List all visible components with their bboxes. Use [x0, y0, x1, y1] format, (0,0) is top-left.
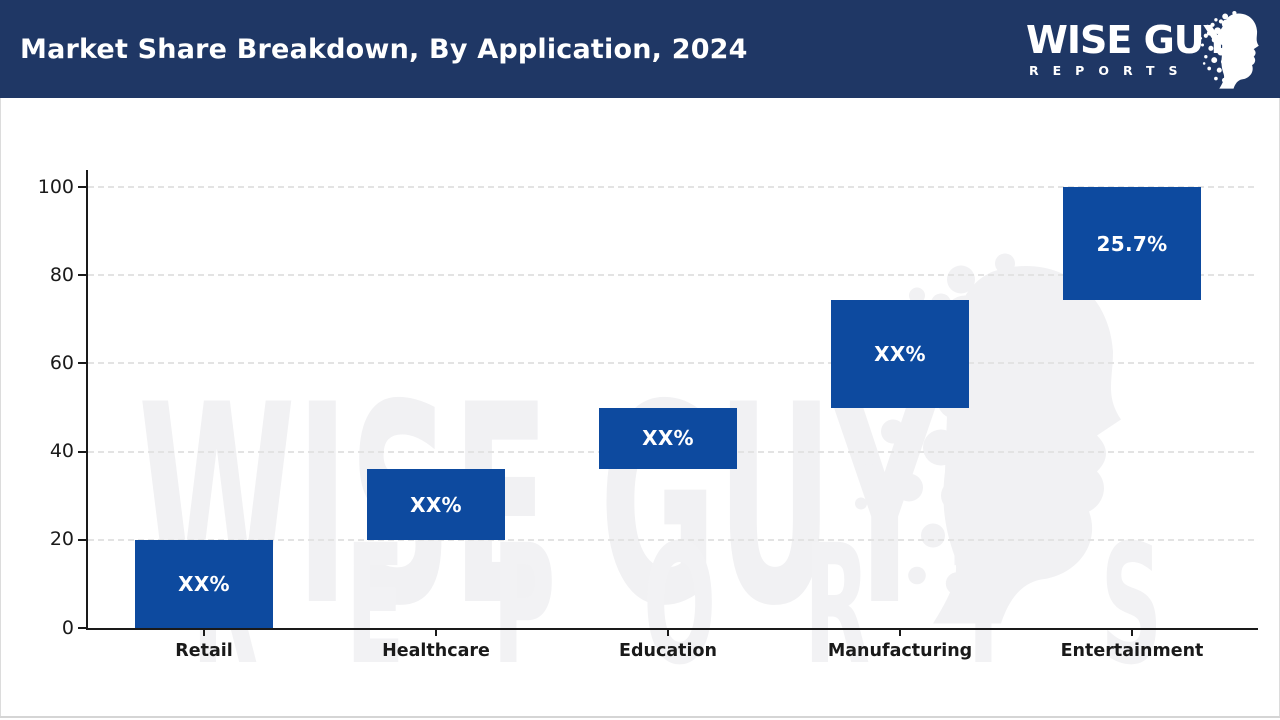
y-tick-mark-40	[78, 450, 86, 453]
x-axis-category-label: Healthcare	[382, 641, 490, 661]
plot-area: 0 20 40 60 80 100 XX% Retail XX% Healthcare XX% Edu…	[38, 170, 1258, 661]
dotted-face-profile-icon	[1199, 10, 1259, 89]
y-tick-mark-60	[78, 362, 86, 365]
x-axis-category-label: Retail	[175, 641, 233, 661]
bar-manufacturing: XX%	[831, 300, 969, 408]
gridline-100	[88, 186, 1256, 188]
x-tick-mark-manufacturing	[899, 630, 901, 636]
x-axis-category-label: Entertainment	[1060, 641, 1204, 661]
y-tick-mark-0	[78, 627, 86, 629]
brand-logo-text: WISE GUY REPORTS	[1026, 18, 1231, 78]
bar-value-label: XX%	[178, 571, 230, 596]
y-axis-tick-label: 80	[49, 263, 74, 286]
bar-healthcare: XX%	[367, 469, 505, 540]
x-tick-mark-retail	[203, 630, 205, 636]
y-axis-tick-label: 100	[37, 175, 74, 198]
y-axis-tick-label: 40	[49, 440, 74, 463]
bottom-edge-line	[0, 716, 1280, 718]
y-tick-mark-20	[78, 538, 86, 541]
y-tick-mark-100	[78, 186, 86, 188]
bar-value-label: 25.7%	[1096, 231, 1168, 256]
brand-logo: WISE GUY REPORTS	[1026, 5, 1264, 93]
x-tick-mark-entertainment	[1131, 630, 1133, 636]
bar-education: XX%	[599, 407, 737, 470]
x-axis-line	[86, 628, 1258, 630]
gridline-80	[88, 274, 1256, 277]
y-tick-mark-80	[78, 274, 86, 277]
y-axis-line	[86, 170, 88, 630]
brand-reports: REPORTS	[1029, 63, 1192, 78]
bar-entertainment: 25.7%	[1063, 187, 1201, 301]
bar-value-label: XX%	[874, 341, 926, 366]
y-axis-tick-label: 0	[61, 616, 74, 639]
y-axis-tick-label: 60	[49, 351, 74, 374]
brand-name: WISE GUY	[1026, 18, 1231, 62]
gridline-60	[88, 362, 1256, 365]
y-axis-tick-label: 20	[49, 528, 74, 551]
bar-retail: XX%	[135, 539, 273, 628]
gridline-20	[88, 538, 1256, 541]
x-axis-category-label: Education	[619, 641, 717, 661]
x-axis-category-label: Manufacturing	[827, 641, 973, 661]
page-title: Market Share Breakdown, By Application, …	[20, 33, 748, 65]
x-tick-mark-healthcare	[435, 630, 437, 636]
bar-value-label: XX%	[410, 492, 462, 517]
header-bar: Market Share Breakdown, By Application, …	[0, 0, 1280, 98]
x-tick-mark-education	[667, 630, 669, 636]
bar-value-label: XX%	[642, 426, 694, 451]
